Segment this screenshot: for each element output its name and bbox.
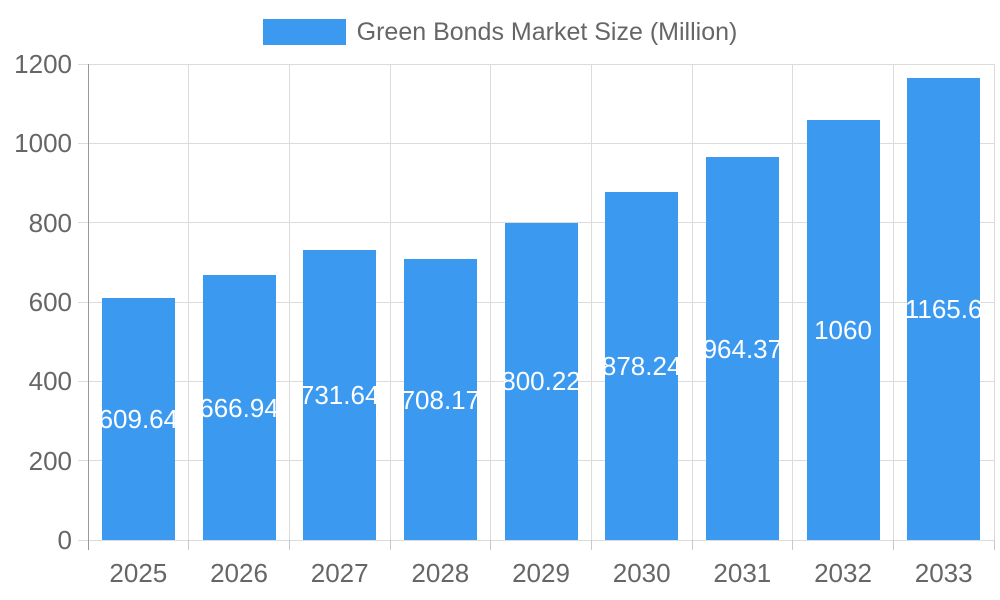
x-tick-label: 2033: [914, 558, 973, 588]
bar-value-label: 708.17: [400, 384, 481, 415]
x-axis-tick-mark: [892, 540, 894, 550]
bar: [907, 77, 981, 540]
y-tick-label: 1200: [14, 49, 72, 79]
legend-label: Green Bonds Market Size (Million): [356, 17, 738, 46]
x-axis-tick-mark: [188, 540, 190, 550]
gridline-vertical: [993, 64, 995, 540]
bar-value-label: 1060: [814, 314, 872, 345]
x-axis-tick-mark: [993, 540, 995, 550]
bar: [202, 275, 276, 540]
y-axis-line: [87, 64, 89, 550]
legend-item[interactable]: Green Bonds Market Size (Million): [262, 17, 738, 47]
legend-swatch-icon: [262, 19, 346, 45]
y-tick-label: 600: [28, 287, 72, 317]
x-tick-label: 2026: [210, 558, 268, 588]
y-tick-label: 400: [28, 366, 72, 397]
bar-value-label: 609.64: [98, 404, 179, 435]
bar-value-label: 878.24: [601, 350, 682, 381]
x-tick-label: 2029: [512, 558, 570, 588]
bar: [605, 191, 679, 540]
gridline-vertical: [389, 64, 391, 540]
x-axis-tick-mark: [792, 540, 794, 550]
x-axis-tick-mark: [288, 540, 290, 550]
gridline-horizontal: [78, 539, 994, 541]
gridline-vertical: [892, 64, 894, 540]
bar-value-label: 964.37: [702, 333, 783, 364]
x-tick-label: 2031: [713, 558, 772, 588]
x-axis-tick-mark: [590, 540, 592, 550]
x-axis-tick-mark: [691, 540, 693, 550]
gridline-vertical: [490, 64, 492, 540]
gridline-vertical: [792, 64, 794, 540]
bar-value-label: 1165.6: [904, 293, 983, 324]
bar: [705, 157, 779, 540]
x-axis-tick-mark: [389, 540, 391, 550]
legend: Green Bonds Market Size (Million): [0, 17, 1000, 47]
bar: [504, 222, 578, 540]
y-tick-label: 0: [57, 525, 72, 555]
gridline-horizontal: [78, 63, 994, 65]
x-tick-label: 2028: [411, 558, 470, 588]
bar: [101, 298, 175, 540]
bar-value-label: 731.64: [299, 379, 380, 410]
x-tick-label: 2030: [612, 558, 671, 588]
y-tick-label: 1000: [14, 128, 72, 159]
x-tick-label: 2025: [109, 558, 168, 588]
bar: [806, 119, 880, 540]
x-tick-label: 2027: [310, 558, 369, 588]
bar: [303, 249, 377, 540]
bar-value-label: 666.94: [199, 392, 279, 423]
y-tick-label: 200: [28, 445, 72, 476]
y-tick-label: 800: [28, 207, 72, 238]
x-tick-label: 2032: [814, 558, 872, 588]
bar-value-label: 800.22: [501, 366, 581, 397]
gridline-vertical: [691, 64, 693, 540]
gridline-vertical: [590, 64, 592, 540]
bar: [403, 259, 477, 540]
gridline-vertical: [288, 64, 290, 540]
gridline-vertical: [188, 64, 190, 540]
x-axis-tick-mark: [490, 540, 492, 550]
gridline-horizontal: [78, 142, 994, 144]
